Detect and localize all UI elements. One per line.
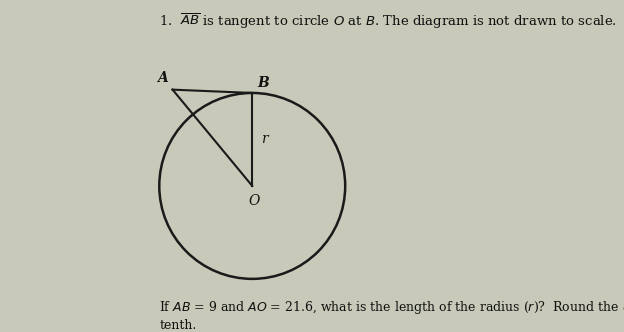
- Text: A: A: [157, 71, 168, 85]
- Text: r: r: [261, 132, 267, 146]
- Text: O: O: [248, 194, 260, 208]
- Text: tenth.: tenth.: [159, 319, 197, 332]
- Text: B: B: [257, 76, 269, 90]
- Text: 1.  $\overline{AB}$ is tangent to circle $O$ at $B$. The diagram is not drawn to: 1. $\overline{AB}$ is tangent to circle …: [159, 12, 617, 31]
- Text: If $AB$ = 9 and $AO$ = 21.6, what is the length of the radius ($r$)?  Round the : If $AB$ = 9 and $AO$ = 21.6, what is the…: [159, 299, 624, 316]
